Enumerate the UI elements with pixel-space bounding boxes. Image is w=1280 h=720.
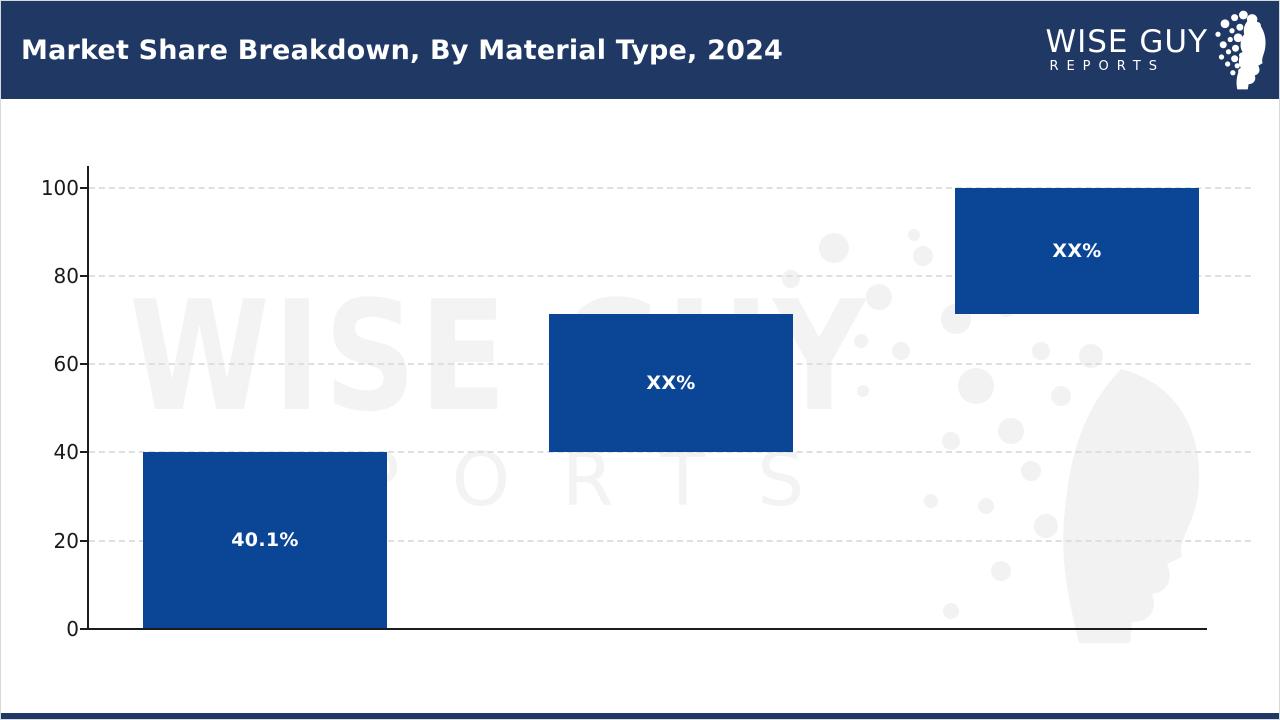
- bar-segment: 40.1%: [143, 451, 387, 629]
- y-tick-mark: [80, 186, 88, 189]
- bar-value-label: XX%: [646, 371, 696, 394]
- header-bar: Market Share Breakdown, By Material Type…: [1, 1, 1279, 99]
- logo-wordmark: WISE GUY REPORTS: [1045, 25, 1208, 75]
- y-tick-label: 80: [53, 263, 79, 288]
- bar-segment: XX%: [549, 313, 793, 452]
- page-title: Market Share Breakdown, By Material Type…: [21, 34, 784, 66]
- gridline-y-20: [89, 539, 1251, 542]
- y-tick-mark: [80, 363, 88, 366]
- y-tick-label: 100: [40, 175, 79, 200]
- bar-value-label: XX%: [1052, 239, 1102, 262]
- gridline-y-40: [89, 451, 1251, 454]
- footer-bar: [1, 713, 1279, 719]
- y-tick-label: 20: [53, 528, 79, 553]
- y-tick-mark: [80, 628, 88, 630]
- y-axis-line: [87, 166, 89, 630]
- y-tick-label: 60: [53, 352, 79, 377]
- y-tick-label: 0: [66, 617, 79, 641]
- bar-value-label: 40.1%: [231, 529, 299, 552]
- logo-wordmark-line1: WISE GUY: [1045, 24, 1208, 60]
- y-tick-mark: [80, 539, 88, 542]
- gridline-y-80: [89, 274, 1251, 277]
- logo-wordmark-line2: REPORTS: [1049, 59, 1166, 74]
- gridline-y-100: [89, 186, 1251, 189]
- face-logo-icon: [1215, 10, 1266, 90]
- y-tick-label: 40: [53, 440, 79, 465]
- brand-logo: WISE GUY REPORTS: [1045, 10, 1267, 90]
- x-axis-line: [87, 628, 1207, 630]
- y-tick-mark: [80, 451, 88, 454]
- bar-segment: XX%: [955, 187, 1199, 314]
- y-tick-mark: [80, 274, 88, 277]
